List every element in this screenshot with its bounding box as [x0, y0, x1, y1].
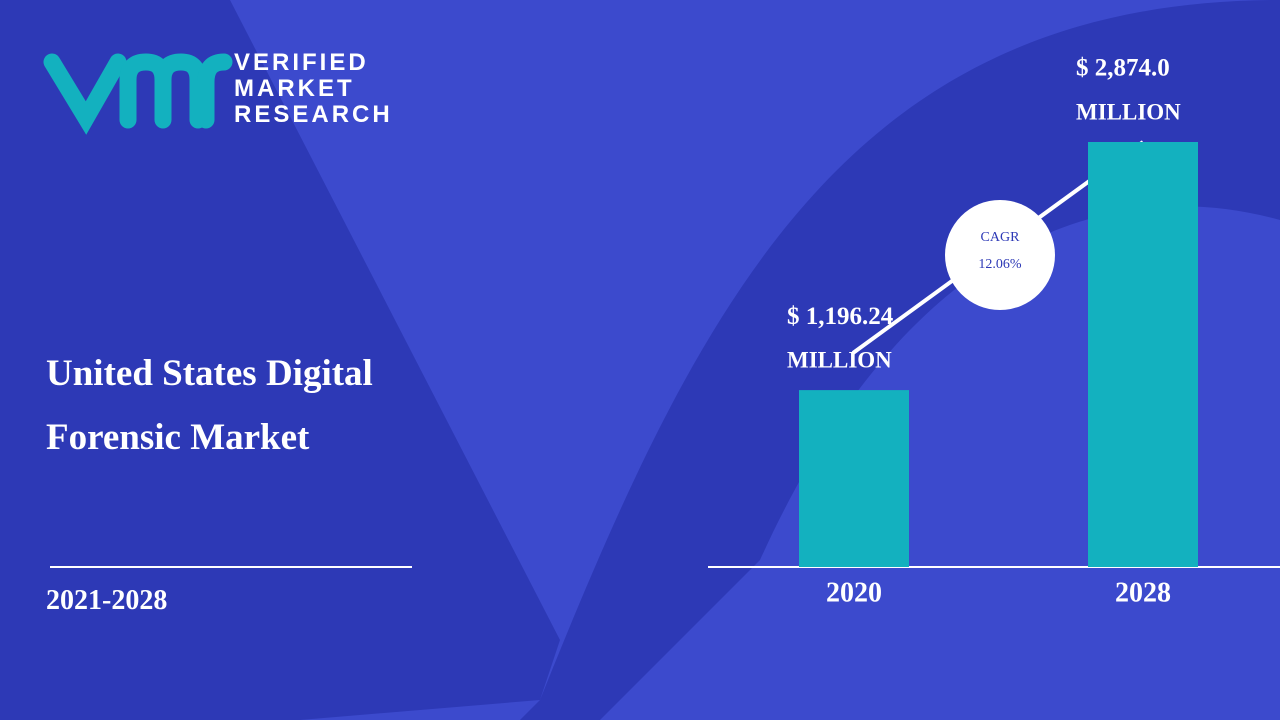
- brand-line: MARKET: [234, 75, 355, 102]
- brand: VERIFIED MARKET RESEARCH: [234, 50, 393, 128]
- bar: [799, 390, 909, 567]
- background-shape: [0, 0, 560, 720]
- cagr-value: 12.06%: [978, 257, 1022, 272]
- chart-title: United States Digital Forensic Market: [46, 353, 373, 458]
- bar: [1088, 142, 1198, 567]
- logo: [43, 53, 233, 135]
- cagr-label: CAGR: [981, 230, 1021, 245]
- value-unit: MILLION: [1076, 99, 1181, 124]
- x-tick-label: 2028: [1115, 577, 1171, 608]
- value-label: $ 1,196.24: [787, 303, 894, 330]
- brand-line: RESEARCH: [234, 101, 393, 128]
- cagr-circle: [945, 200, 1055, 310]
- period: 2021-2028: [46, 585, 168, 616]
- value-label: $ 2,874.0: [1076, 55, 1170, 82]
- x-tick-label: 2020: [826, 577, 882, 608]
- brand-line: VERIFIED: [234, 49, 369, 76]
- value-unit: MILLION: [787, 347, 892, 372]
